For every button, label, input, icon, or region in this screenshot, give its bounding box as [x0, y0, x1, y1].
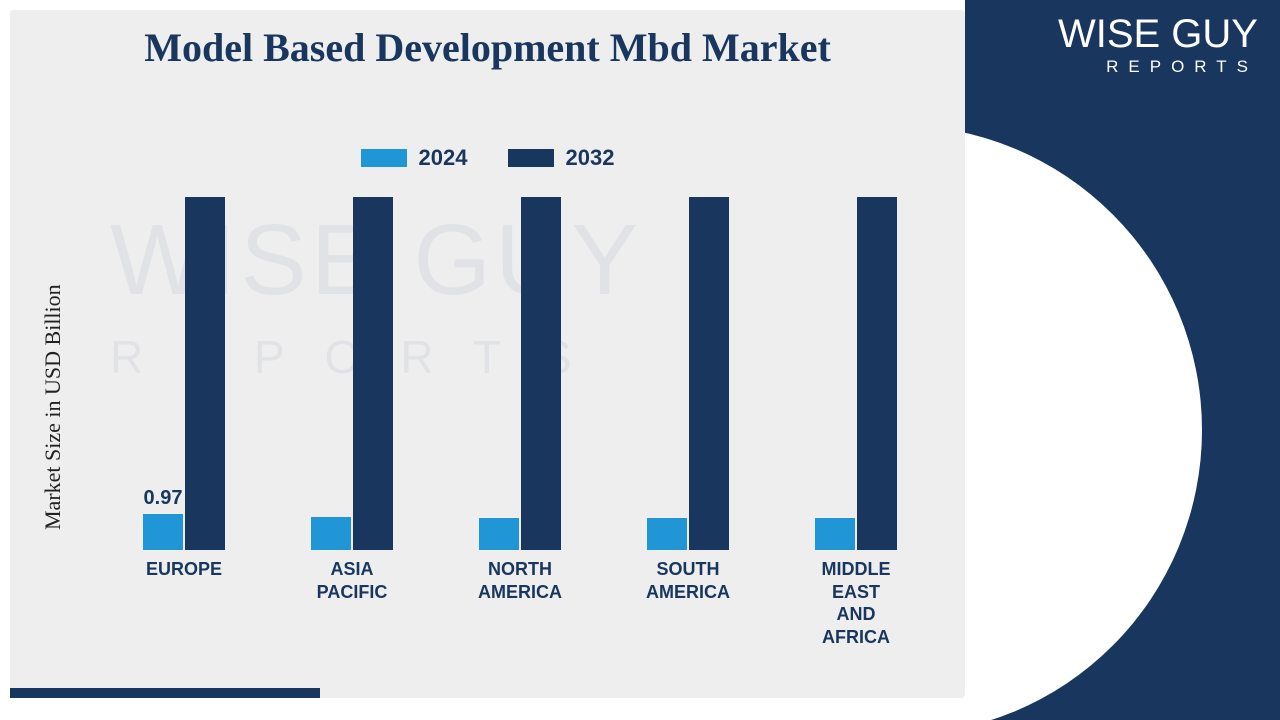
category-label: ASIAPACIFIC [277, 558, 427, 603]
legend: 2024 2032 [10, 145, 965, 171]
legend-label-2032: 2032 [566, 145, 615, 171]
legend-swatch-2032 [508, 149, 554, 167]
bar [689, 197, 729, 550]
bar [479, 518, 519, 550]
category-label: EUROPE [109, 558, 259, 581]
bar [647, 518, 687, 550]
bar [521, 197, 561, 550]
legend-item-2032: 2032 [508, 145, 615, 171]
category-label: SOUTHAMERICA [613, 558, 763, 603]
bar [815, 518, 855, 550]
bar [185, 197, 225, 550]
logo-line1: WISE GUY [983, 14, 1258, 54]
bar [857, 197, 897, 550]
legend-swatch-2024 [361, 149, 407, 167]
bar-value-label: 0.97 [133, 487, 193, 510]
footer-bar [10, 688, 320, 698]
bar [311, 517, 351, 550]
logo-line2: REPORTS [983, 58, 1258, 75]
legend-label-2024: 2024 [419, 145, 468, 171]
report-frame: Model Based Development Mbd Market WISE … [0, 0, 1280, 720]
chart-card: Model Based Development Mbd Market WISE … [10, 10, 965, 698]
plot-area: 0.97EUROPEASIAPACIFICNORTHAMERICASOUTHAM… [100, 178, 940, 550]
bar [143, 514, 183, 550]
legend-item-2024: 2024 [361, 145, 468, 171]
category-label: MIDDLEEASTANDAFRICA [781, 558, 931, 648]
chart-title: Model Based Development Mbd Market [10, 24, 965, 71]
bar [353, 197, 393, 550]
brand-logo: WISE GUY REPORTS [983, 14, 1258, 75]
y-axis-title: Market Size in USD Billion [40, 284, 66, 530]
category-label: NORTHAMERICA [445, 558, 595, 603]
